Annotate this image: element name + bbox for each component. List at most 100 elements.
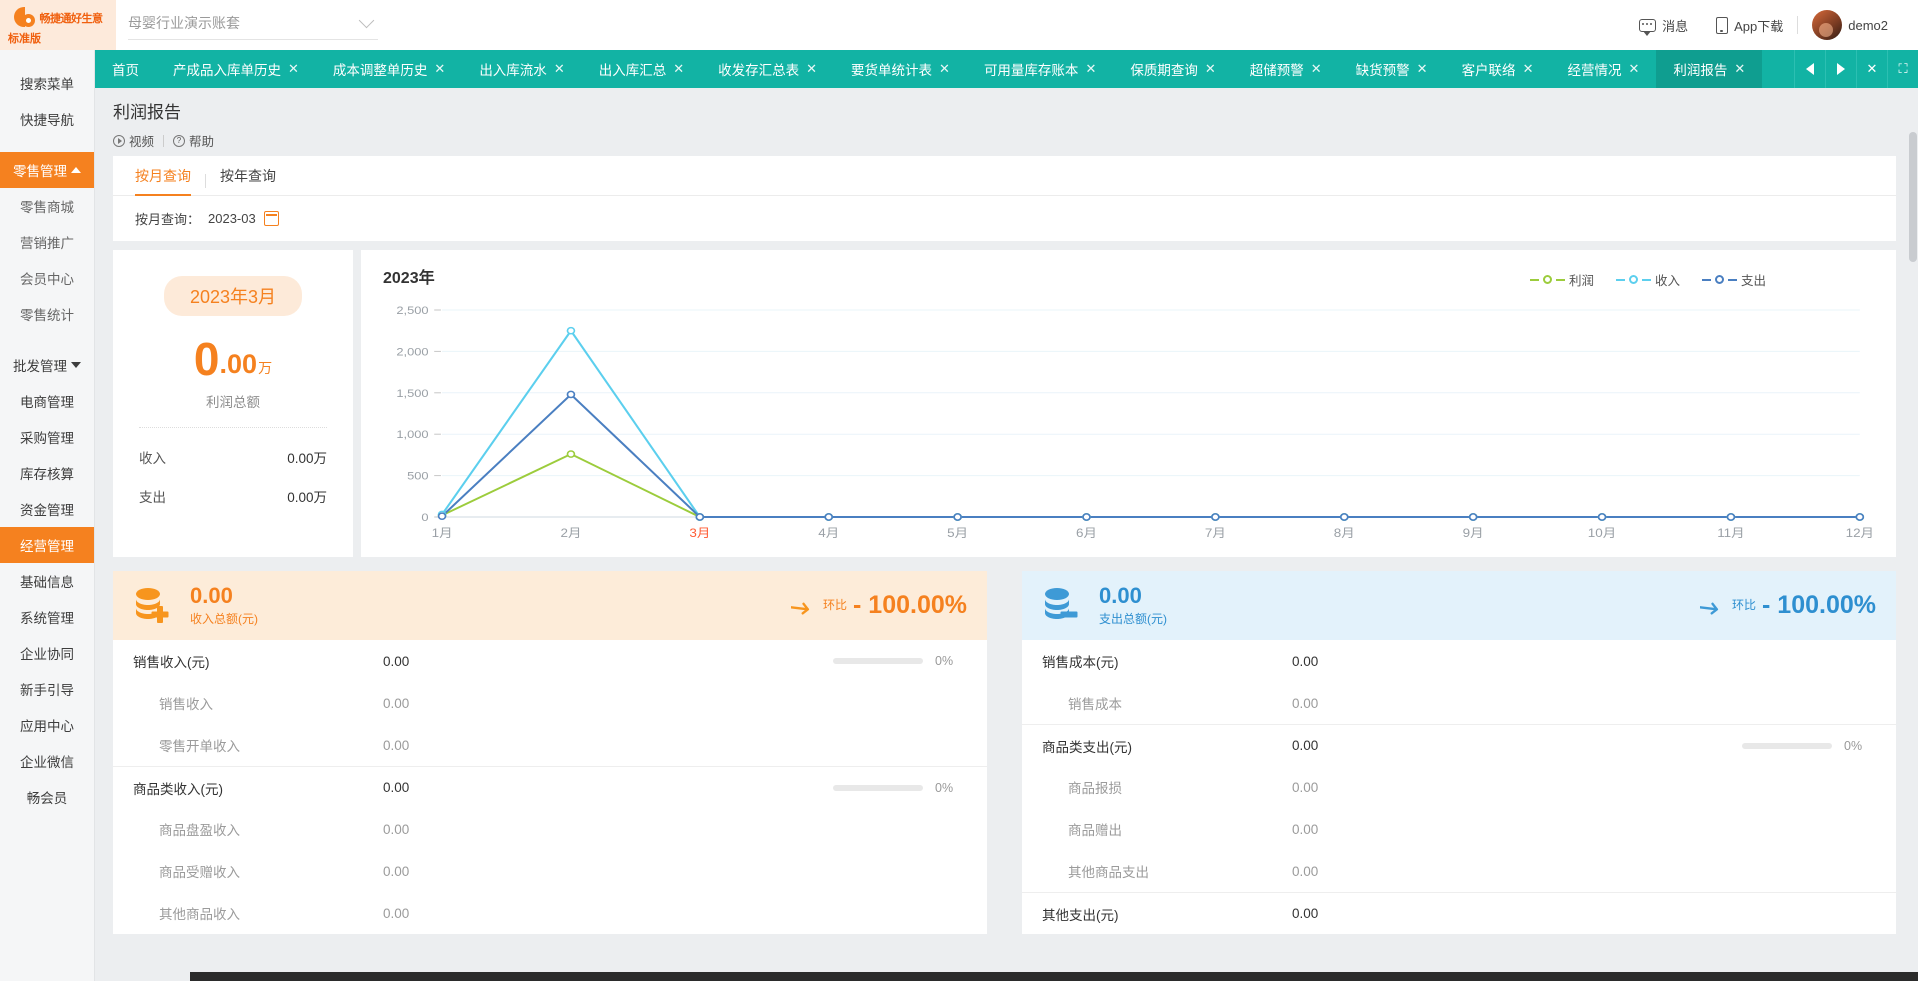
row-bar-wrap xyxy=(1482,658,1876,664)
legend-item-0[interactable]: 利润 xyxy=(1529,270,1594,289)
row-name: 销售收入(元) xyxy=(133,655,210,671)
play-icon xyxy=(113,134,125,147)
row-name: 销售收入 xyxy=(159,697,213,713)
tab-label: 保质期查询 xyxy=(1130,63,1198,78)
tab-close-icon[interactable]: ✕ xyxy=(673,61,685,76)
tab-1[interactable]: 产成品入库单历史 ✕ xyxy=(156,50,316,88)
row-name: 商品受赠收入 xyxy=(159,865,240,881)
tab-scroll-right-button[interactable] xyxy=(1825,50,1856,88)
tab-label: 首页 xyxy=(112,63,139,78)
query-tab-0[interactable]: 按月查询 xyxy=(131,166,205,196)
tab-5[interactable]: 收发存汇总表 ✕ xyxy=(701,50,834,88)
sidebar-item-7[interactable]: 批发管理 xyxy=(0,347,94,383)
messages-button[interactable]: 消息 xyxy=(1625,16,1702,36)
tab-close-icon[interactable]: ✕ xyxy=(939,61,950,76)
tab-13[interactable]: 利润报告 ✕ xyxy=(1656,50,1763,88)
help-link[interactable]: ? 帮助 xyxy=(173,131,214,150)
vertical-scrollbar[interactable] xyxy=(1908,88,1918,981)
tab-close-icon[interactable]: ✕ xyxy=(1310,61,1322,76)
sidebar-item-11[interactable]: 资金管理 xyxy=(0,491,94,527)
sidebar-item-16[interactable]: 新手引导 xyxy=(0,671,94,707)
page-header: 利润报告 视频 ? 帮助 xyxy=(95,88,1918,156)
sidebar-item-18[interactable]: 企业微信 xyxy=(0,743,94,779)
tab-8[interactable]: 保质期查询 ✕ xyxy=(1113,50,1232,88)
sidebar-item-15[interactable]: 企业协同 xyxy=(0,635,94,671)
sidebar-item-10[interactable]: 库存核算 xyxy=(0,455,94,491)
tab-10[interactable]: 缺货预警 ✕ xyxy=(1339,50,1445,88)
chart-legend: 利润 收入 支出 xyxy=(1529,270,1766,289)
tab-close-icon[interactable]: ✕ xyxy=(1522,61,1534,76)
tab-close-icon[interactable]: ✕ xyxy=(1416,61,1428,76)
tab-label: 收发存汇总表 xyxy=(718,63,800,78)
legend-item-1[interactable]: 收入 xyxy=(1615,270,1680,289)
tab-12[interactable]: 经营情况 ✕ xyxy=(1550,50,1656,88)
svg-text:1,500: 1,500 xyxy=(396,386,428,399)
tab-2[interactable]: 成本调整单历史 ✕ xyxy=(316,50,462,88)
horizontal-scrollbar[interactable] xyxy=(190,972,1918,981)
sidebar-item-6[interactable]: 零售统计 xyxy=(0,296,94,332)
calendar-icon[interactable] xyxy=(263,211,279,226)
user-menu[interactable]: demo2 xyxy=(1798,10,1902,40)
sidebar-item-0[interactable]: 搜索菜单 xyxy=(0,65,94,101)
row-bar-wrap xyxy=(573,700,967,706)
sidebar-item-5[interactable]: 会员中心 xyxy=(0,260,94,296)
row-value: 0.00 xyxy=(383,863,410,879)
caret-up-icon xyxy=(71,167,81,173)
sidebar-item-12[interactable]: 经营管理 xyxy=(0,527,94,563)
row-percent: 0% xyxy=(1844,738,1863,753)
query-row-value[interactable]: 2023-03 xyxy=(208,211,256,226)
trend-down-icon xyxy=(1698,596,1726,618)
sidebar-item-9[interactable]: 采购管理 xyxy=(0,419,94,455)
svg-text:10月: 10月 xyxy=(1588,526,1616,540)
tab-0[interactable]: 首页 xyxy=(95,50,156,88)
sidebar-item-17[interactable]: 应用中心 xyxy=(0,707,94,743)
tab-6[interactable]: 要货单统计表 ✕ xyxy=(834,50,967,88)
tab-close-icon[interactable]: ✕ xyxy=(1204,61,1216,76)
legend-label: 利润 xyxy=(1568,274,1594,288)
divider xyxy=(1797,16,1799,34)
fullscreen-button[interactable]: ⛶ xyxy=(1887,50,1918,88)
tab-label: 要货单统计表 xyxy=(851,63,933,78)
sidebar-item-14[interactable]: 系统管理 xyxy=(0,599,94,635)
tab-close-icon[interactable]: ✕ xyxy=(1628,61,1640,76)
chart-title: 2023年 xyxy=(383,270,435,287)
sidebar-item-8[interactable]: 电商管理 xyxy=(0,383,94,419)
tab-scroll-left-button[interactable] xyxy=(1794,50,1825,88)
sidebar-item-1[interactable]: 快捷导航 xyxy=(0,101,94,137)
app-download-label: App下载 xyxy=(1734,18,1784,34)
svg-text:8月: 8月 xyxy=(1334,526,1355,540)
tab-label: 产成品入库单历史 xyxy=(173,63,281,78)
tab-close-icon[interactable]: ✕ xyxy=(553,61,565,76)
video-link[interactable]: 视频 xyxy=(113,131,154,150)
app-download-button[interactable]: App下载 xyxy=(1702,16,1797,35)
legend-item-2[interactable]: 支出 xyxy=(1701,270,1766,289)
tab-close-button[interactable]: ✕ xyxy=(1856,50,1887,88)
sidebar-item-19[interactable]: 畅会员 xyxy=(0,779,94,815)
tab-11[interactable]: 客户联络 ✕ xyxy=(1445,50,1551,88)
tab-close-icon[interactable]: ✕ xyxy=(434,61,446,76)
sidebar-item-13[interactable]: 基础信息 xyxy=(0,563,94,599)
legend-line-icon xyxy=(1529,278,1539,281)
expense-row: 其他商品支出 0.00 xyxy=(1022,850,1896,892)
row-name: 商品赠出 xyxy=(1068,823,1122,839)
tab-9[interactable]: 超储预警 ✕ xyxy=(1233,50,1339,88)
sidebar-item-2[interactable]: 零售管理 xyxy=(0,152,94,188)
vertical-scrollbar-thumb[interactable] xyxy=(1909,132,1917,262)
tab-7[interactable]: 可用量库存账本 ✕ xyxy=(967,50,1113,88)
row-bar-wrap xyxy=(1482,700,1876,706)
query-tab-1[interactable]: 按年查询 xyxy=(206,166,290,195)
tab-label: 利润报告 xyxy=(1673,63,1728,78)
tab-close-icon[interactable]: ✕ xyxy=(288,61,299,76)
income-compare-value: - 100.00% xyxy=(853,591,967,620)
tab-3[interactable]: 出入库流水 ✕ xyxy=(462,50,581,88)
tab-close-icon[interactable]: ✕ xyxy=(806,61,818,76)
profit-summary-card: 2023年3月 0 .00 万 利润总额 收入 0.00万 支出 0.00万 xyxy=(113,250,353,557)
tab-close-icon[interactable]: ✕ xyxy=(1085,61,1097,76)
app-shell: 搜索菜单 快捷导航零售管理 零售商城 营销推广 会员中心 零售统计批发管理 电商管理 采购管理… xyxy=(0,50,1918,981)
summary-row-income-label: 收入 xyxy=(139,450,166,466)
tab-4[interactable]: 出入库汇总 ✕ xyxy=(582,50,701,88)
account-select[interactable]: 母婴行业演示账套 xyxy=(128,10,378,40)
sidebar-item-4[interactable]: 营销推广 xyxy=(0,224,94,260)
tab-close-icon[interactable]: ✕ xyxy=(1734,61,1746,76)
sidebar-item-3[interactable]: 零售商城 xyxy=(0,188,94,224)
